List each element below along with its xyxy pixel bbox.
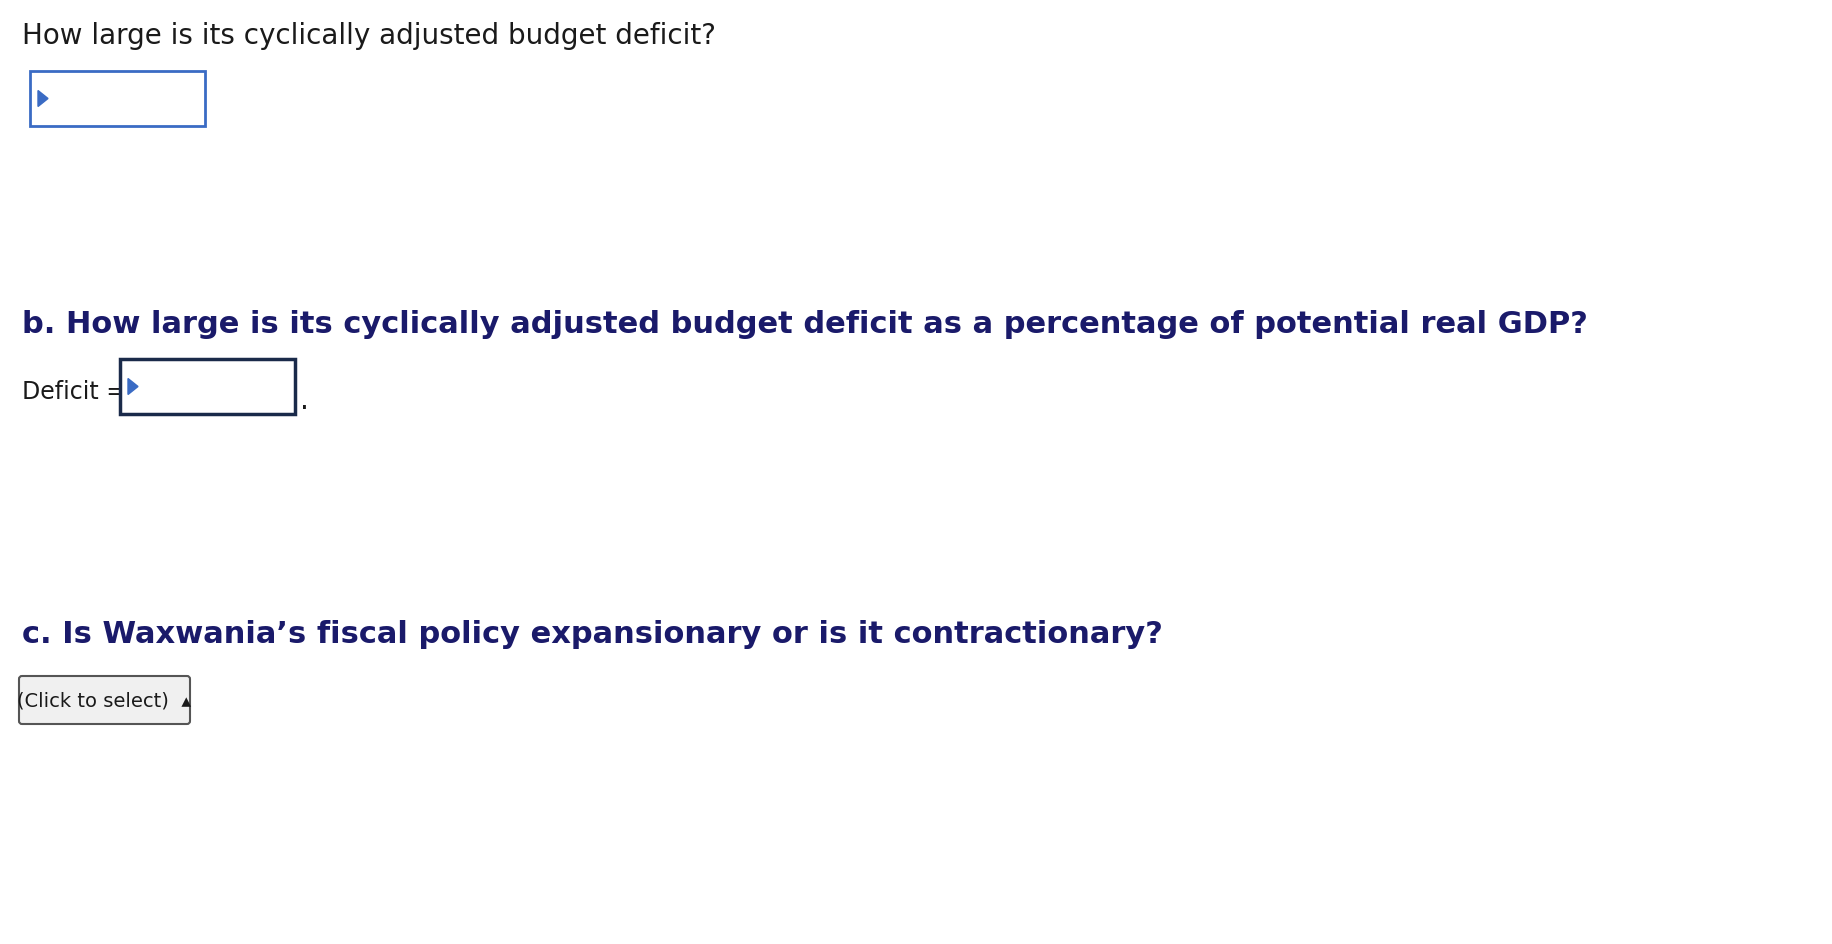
Text: (Click to select)  ▴: (Click to select) ▴: [18, 691, 192, 710]
Bar: [29, 72, 205, 126]
Polygon shape: [38, 92, 48, 108]
Polygon shape: [128, 379, 137, 396]
Text: .: .: [300, 387, 310, 414]
Text: c. Is Waxwania’s fiscal policy expansionary or is it contractionary?: c. Is Waxwania’s fiscal policy expansion…: [22, 619, 1161, 649]
Text: Deficit =: Deficit =: [22, 379, 126, 404]
Text: b. How large is its cyclically adjusted budget deficit as a percentage of potent: b. How large is its cyclically adjusted …: [22, 310, 1587, 339]
Text: How large is its cyclically adjusted budget deficit?: How large is its cyclically adjusted bud…: [22, 22, 716, 50]
Bar: [119, 360, 295, 414]
FancyBboxPatch shape: [18, 676, 191, 724]
